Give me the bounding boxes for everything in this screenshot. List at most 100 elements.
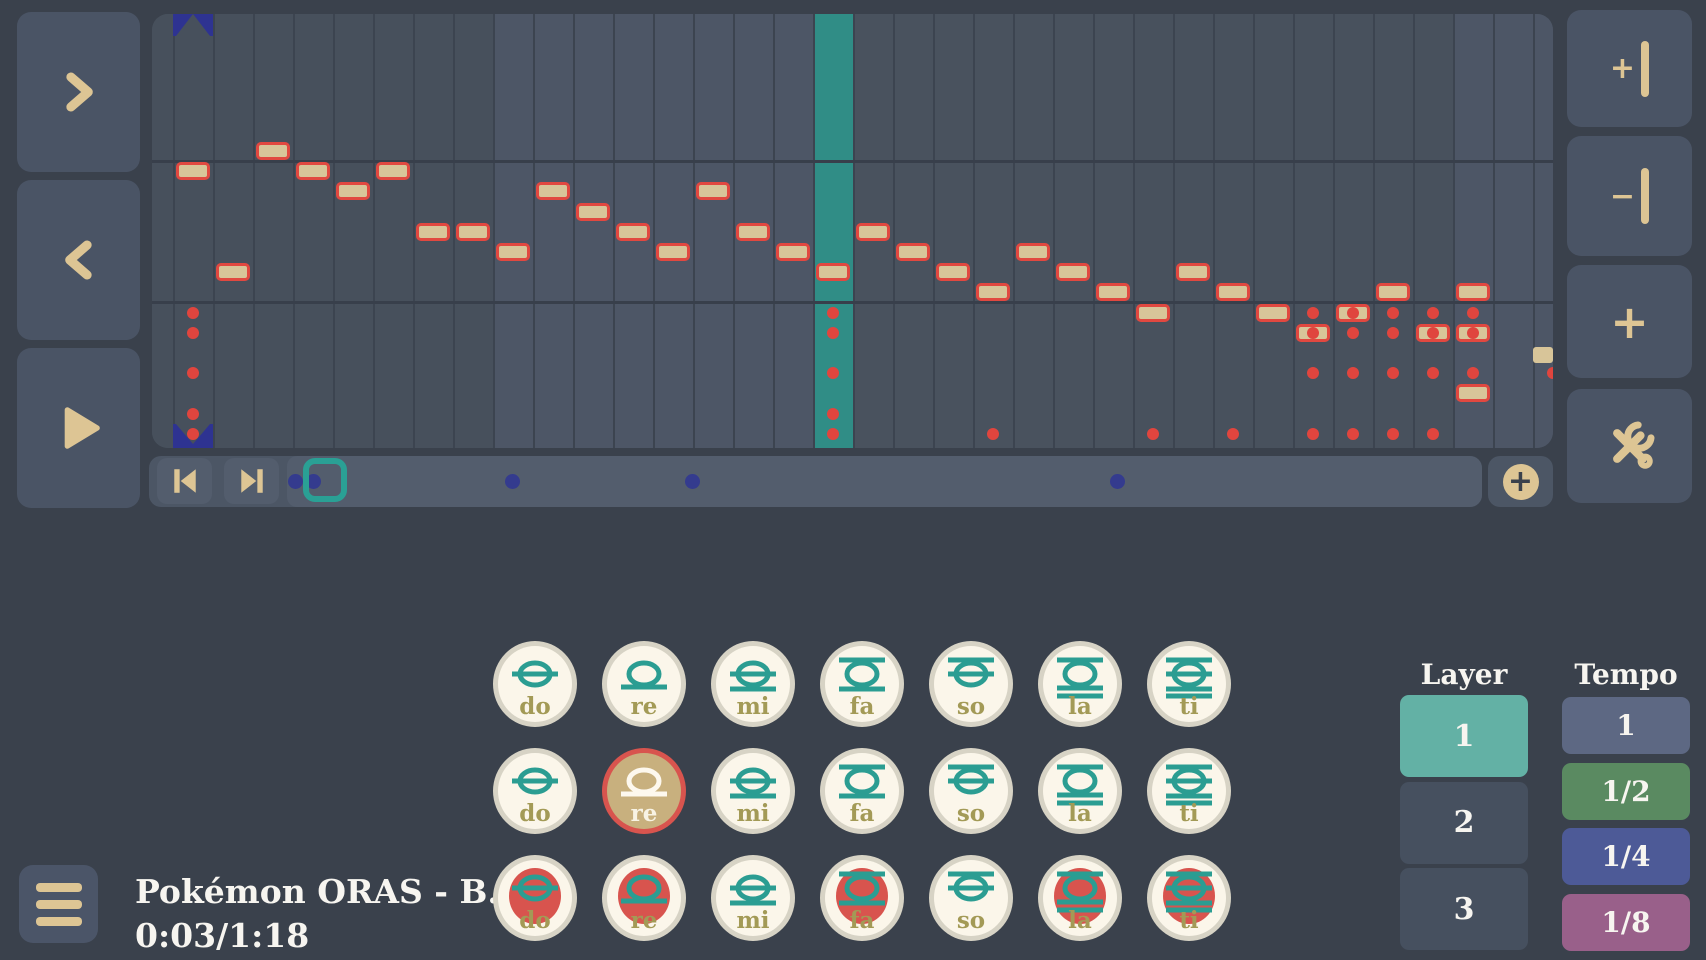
note-button-ti-octave-high[interactable]: ti xyxy=(1147,641,1231,727)
scrub-track[interactable] xyxy=(287,456,1482,507)
mini-note-dot[interactable] xyxy=(1347,367,1359,379)
play-button[interactable] xyxy=(17,348,140,508)
note[interactable] xyxy=(1456,384,1490,402)
viewport-indicator[interactable] xyxy=(303,458,347,502)
note[interactable] xyxy=(256,142,290,160)
note[interactable] xyxy=(896,243,930,261)
tempo-button-1-2[interactable]: 1/2 xyxy=(1562,762,1690,820)
note-button-do-octave-low[interactable]: do xyxy=(493,855,577,941)
menu-button[interactable] xyxy=(19,865,98,943)
note-button-fa-octave-low[interactable]: fa xyxy=(820,855,904,941)
skip-to-end-button[interactable] xyxy=(224,458,279,504)
mini-note-dot[interactable] xyxy=(827,327,839,339)
tempo-button-1[interactable]: 1 xyxy=(1562,697,1690,754)
note[interactable] xyxy=(1256,304,1290,322)
note-button-re-octave-low[interactable]: re xyxy=(602,855,686,941)
note[interactable] xyxy=(496,243,530,261)
note[interactable] xyxy=(656,243,690,261)
note-button-so-octave-low[interactable]: so xyxy=(929,855,1013,941)
scrollbar-handle[interactable] xyxy=(1533,347,1553,363)
mini-note-dot[interactable] xyxy=(1147,428,1159,440)
mini-note-dot[interactable] xyxy=(1387,327,1399,339)
note-button-do-octave-high[interactable]: do xyxy=(493,641,577,727)
mini-note-dot[interactable] xyxy=(827,307,839,319)
note[interactable] xyxy=(1456,283,1490,301)
note[interactable] xyxy=(816,263,850,281)
tempo-button-1-4[interactable]: 1/4 xyxy=(1562,828,1690,885)
layer-button-2[interactable]: 2 xyxy=(1400,781,1528,864)
mini-note-dot[interactable] xyxy=(1307,307,1319,319)
note[interactable] xyxy=(576,203,610,221)
mini-note-dot[interactable] xyxy=(1227,428,1239,440)
note[interactable] xyxy=(856,223,890,241)
note-button-re-octave-mid[interactable]: re xyxy=(602,748,686,834)
note[interactable] xyxy=(1056,263,1090,281)
note-button-re-octave-high[interactable]: re xyxy=(602,641,686,727)
note[interactable] xyxy=(1016,243,1050,261)
note[interactable] xyxy=(736,223,770,241)
settings-button[interactable] xyxy=(1567,389,1692,503)
note-button-so-octave-high[interactable]: so xyxy=(929,641,1013,727)
mini-note-dot[interactable] xyxy=(1387,367,1399,379)
note[interactable] xyxy=(296,162,330,180)
note-button-so-octave-mid[interactable]: so xyxy=(929,748,1013,834)
tempo-button-1-8[interactable]: 1/8 xyxy=(1562,893,1690,951)
add-section-button[interactable]: + xyxy=(1488,456,1553,507)
mini-note-dot[interactable] xyxy=(1427,307,1439,319)
note-button-ti-octave-low[interactable]: ti xyxy=(1147,855,1231,941)
note[interactable] xyxy=(416,223,450,241)
mini-note-dot[interactable] xyxy=(1347,327,1359,339)
note[interactable] xyxy=(776,243,810,261)
mini-note-dot[interactable] xyxy=(1467,367,1479,379)
mini-note-dot[interactable] xyxy=(1387,307,1399,319)
note[interactable] xyxy=(336,182,370,200)
timeline-scrubber[interactable] xyxy=(149,456,1482,507)
note[interactable] xyxy=(696,182,730,200)
note[interactable] xyxy=(1296,324,1330,342)
note[interactable] xyxy=(936,263,970,281)
note[interactable] xyxy=(616,223,650,241)
mini-note-dot[interactable] xyxy=(1347,428,1359,440)
note[interactable] xyxy=(176,162,210,180)
mini-note-dot[interactable] xyxy=(187,327,199,339)
zoom-in-button[interactable]: + xyxy=(1567,265,1692,378)
mini-note-dot[interactable] xyxy=(987,428,999,440)
mini-note-dot[interactable] xyxy=(827,408,839,420)
note[interactable] xyxy=(1376,283,1410,301)
note[interactable] xyxy=(1176,263,1210,281)
note-button-fa-octave-mid[interactable]: fa xyxy=(820,748,904,834)
note-button-la-octave-mid[interactable]: la xyxy=(1038,748,1122,834)
prev-section-button[interactable] xyxy=(17,180,140,340)
note[interactable] xyxy=(1416,324,1450,342)
mini-note-dot[interactable] xyxy=(1307,428,1319,440)
mini-note-dot[interactable] xyxy=(1307,367,1319,379)
mini-note-dot[interactable] xyxy=(187,408,199,420)
note-button-mi-octave-high[interactable]: mi xyxy=(711,641,795,727)
mini-note-dot[interactable] xyxy=(1547,367,1553,379)
remove-bar-button[interactable]: − xyxy=(1567,136,1692,256)
note[interactable] xyxy=(1136,304,1170,322)
layer-button-1[interactable]: 1 xyxy=(1400,695,1528,777)
mini-note-dot[interactable] xyxy=(187,367,199,379)
note[interactable] xyxy=(376,162,410,180)
mini-note-dot[interactable] xyxy=(187,307,199,319)
note[interactable] xyxy=(456,223,490,241)
note[interactable] xyxy=(1216,283,1250,301)
note-button-mi-octave-low[interactable]: mi xyxy=(711,855,795,941)
note[interactable] xyxy=(1336,304,1370,322)
mini-note-dot[interactable] xyxy=(827,367,839,379)
layer-button-3[interactable]: 3 xyxy=(1400,868,1528,950)
mini-note-dot[interactable] xyxy=(1387,428,1399,440)
skip-to-start-button[interactable] xyxy=(157,458,212,504)
mini-note-dot[interactable] xyxy=(827,428,839,440)
mini-note-dot[interactable] xyxy=(1467,307,1479,319)
playhead-column[interactable] xyxy=(813,14,853,448)
note[interactable] xyxy=(1096,283,1130,301)
selection-marker-top[interactable] xyxy=(173,14,213,36)
note[interactable] xyxy=(976,283,1010,301)
next-section-button[interactable] xyxy=(17,12,140,172)
mini-note-dot[interactable] xyxy=(1427,428,1439,440)
add-bar-button[interactable]: + xyxy=(1567,10,1692,127)
note-button-fa-octave-high[interactable]: fa xyxy=(820,641,904,727)
note-button-la-octave-high[interactable]: la xyxy=(1038,641,1122,727)
